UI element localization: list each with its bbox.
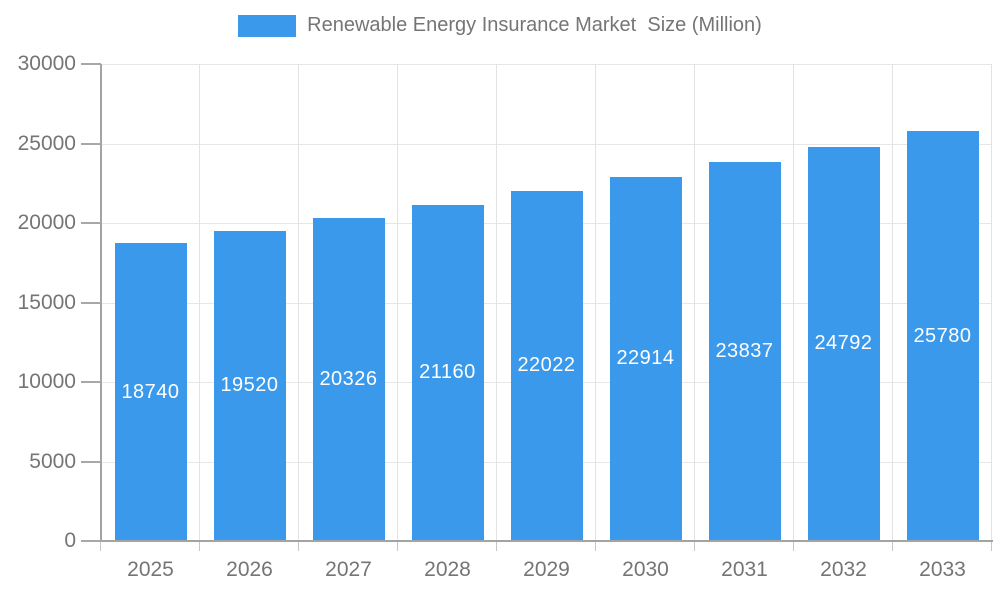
bar[interactable]: 22914 — [609, 176, 682, 541]
x-tick-label: 2027 — [325, 558, 372, 581]
y-tick-label: 20000 — [17, 211, 76, 234]
y-gridline — [101, 64, 992, 65]
x-gridline — [694, 64, 695, 541]
x-tick — [991, 542, 992, 551]
bar[interactable]: 23837 — [708, 162, 781, 541]
x-tick-label: 2028 — [424, 558, 471, 581]
x-tick — [892, 542, 893, 551]
x-tick — [100, 542, 101, 551]
x-tick-label: 2032 — [820, 558, 867, 581]
bar[interactable]: 22022 — [510, 190, 583, 541]
x-tick — [793, 542, 794, 551]
y-tick — [81, 142, 101, 145]
plot-area: 18740 19520 20326 21160 22022 22914 23837 24792… — [101, 64, 992, 541]
legend: Renewable Energy Insurance Market Size (… — [0, 14, 1000, 37]
x-tick — [496, 542, 497, 551]
bar-value-label: 25780 — [913, 324, 972, 347]
x-gridline — [793, 64, 794, 541]
bar[interactable]: 21160 — [411, 204, 484, 541]
x-gridline — [991, 64, 992, 541]
y-tick — [81, 63, 101, 65]
x-tick-label: 2030 — [622, 558, 669, 581]
legend-swatch-icon — [238, 14, 297, 37]
bar-value-label: 23837 — [715, 340, 774, 362]
y-tick-label: 10000 — [17, 370, 76, 393]
bar-value-label: 19520 — [220, 374, 279, 397]
y-axis-line — [100, 64, 102, 542]
legend-item[interactable]: Renewable Energy Insurance Market Size (… — [238, 14, 762, 37]
y-tick-label: 25000 — [17, 131, 76, 155]
bar-value-label: 21160 — [419, 361, 476, 384]
x-tick-label: 2029 — [523, 558, 570, 581]
y-tick-label: 0 — [64, 529, 76, 552]
x-tick-label: 2025 — [127, 558, 174, 581]
x-tick-label: 2026 — [226, 558, 273, 581]
bar[interactable]: 19520 — [213, 230, 286, 541]
legend-label: Renewable Energy Insurance Market Size (… — [307, 14, 762, 36]
x-gridline — [298, 64, 299, 541]
y-tick-label: 5000 — [29, 449, 76, 473]
x-tick-label: 2033 — [919, 558, 966, 581]
bar-value-label: 24792 — [814, 332, 873, 355]
x-tick-label: 2031 — [721, 558, 768, 581]
bar[interactable]: 20326 — [312, 217, 385, 541]
y-tick — [81, 540, 101, 542]
y-tick — [81, 381, 101, 383]
x-tick — [595, 542, 596, 551]
x-gridline — [397, 64, 398, 541]
x-gridline — [892, 64, 893, 541]
y-tick — [81, 222, 101, 224]
x-axis-line — [100, 540, 993, 542]
bar[interactable]: 24792 — [807, 146, 880, 541]
x-gridline — [199, 64, 200, 541]
bar-value-label: 22914 — [616, 347, 675, 370]
y-tick-label: 15000 — [17, 290, 76, 314]
y-tick — [81, 460, 101, 463]
bar[interactable]: 25780 — [906, 131, 979, 541]
bar[interactable]: 18740 — [114, 243, 187, 541]
bar-value-label: 20326 — [319, 367, 378, 390]
y-tick — [81, 301, 101, 304]
x-tick — [199, 542, 200, 551]
x-tick — [298, 542, 299, 551]
y-tick-label: 30000 — [17, 52, 76, 75]
x-gridline — [595, 64, 596, 541]
x-tick — [694, 542, 695, 551]
y-gridline — [101, 143, 992, 145]
bar-value-label: 18740 — [121, 380, 180, 403]
bar-value-label: 22022 — [517, 354, 576, 377]
x-tick — [397, 542, 398, 551]
x-gridline — [496, 64, 497, 541]
